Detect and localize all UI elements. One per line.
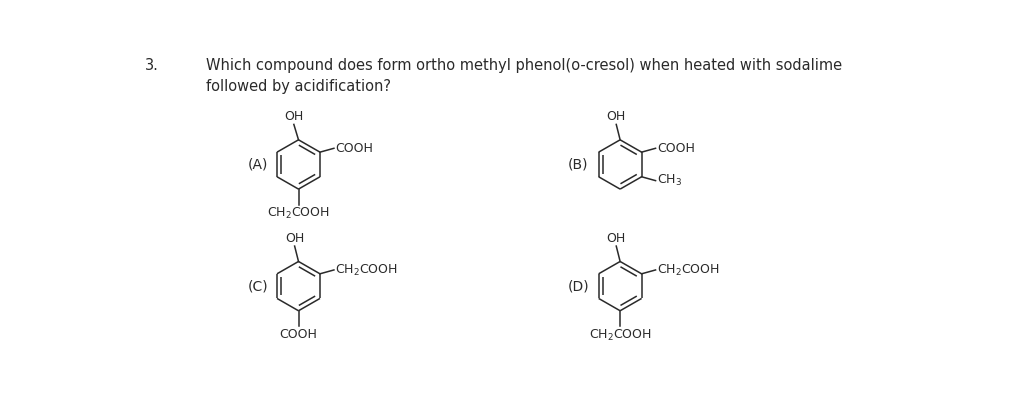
- Text: $\mathregular{CH_2COOH}$: $\mathregular{CH_2COOH}$: [336, 262, 398, 277]
- Text: Which compound does form ortho methyl phenol(o-cresol) when heated with sodalime: Which compound does form ortho methyl ph…: [206, 58, 842, 94]
- Text: (B): (B): [567, 157, 588, 171]
- Text: (A): (A): [248, 157, 268, 171]
- Text: $\mathregular{CH_2COOH}$: $\mathregular{CH_2COOH}$: [657, 262, 720, 277]
- Text: COOH: COOH: [657, 142, 695, 155]
- Text: OH: OH: [285, 232, 304, 244]
- Text: $\mathregular{CH_2COOH}$: $\mathregular{CH_2COOH}$: [267, 206, 330, 221]
- Text: 3.: 3.: [145, 58, 159, 73]
- Text: OH: OH: [606, 110, 626, 123]
- Text: OH: OH: [606, 232, 626, 244]
- Text: $\mathregular{CH_3}$: $\mathregular{CH_3}$: [657, 173, 682, 188]
- Text: $\mathregular{CH_2COOH}$: $\mathregular{CH_2COOH}$: [589, 328, 651, 343]
- Text: (C): (C): [248, 279, 268, 293]
- Text: (D): (D): [567, 279, 589, 293]
- Text: COOH: COOH: [336, 142, 374, 155]
- Text: COOH: COOH: [280, 328, 317, 341]
- Text: OH: OH: [285, 110, 303, 123]
